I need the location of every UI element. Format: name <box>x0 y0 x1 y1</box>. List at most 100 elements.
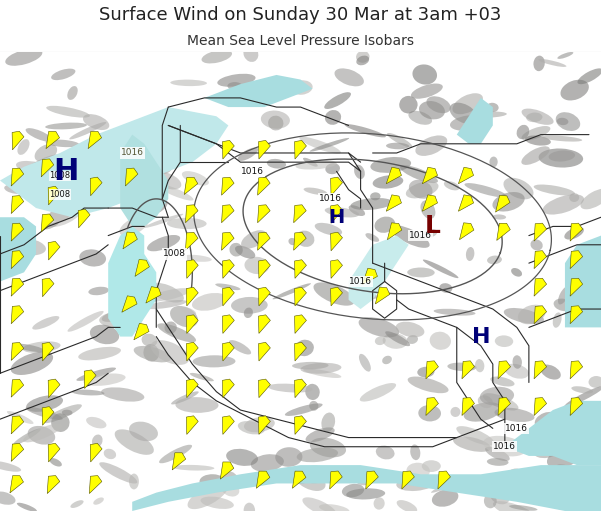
Ellipse shape <box>399 96 418 113</box>
Text: H: H <box>472 327 490 346</box>
Ellipse shape <box>407 267 435 277</box>
Ellipse shape <box>130 135 155 148</box>
Ellipse shape <box>557 52 573 59</box>
Ellipse shape <box>535 412 558 429</box>
Polygon shape <box>570 398 583 415</box>
Polygon shape <box>258 287 270 306</box>
Ellipse shape <box>444 181 460 191</box>
Ellipse shape <box>201 50 232 63</box>
Ellipse shape <box>385 331 410 346</box>
Ellipse shape <box>483 436 526 456</box>
Ellipse shape <box>400 166 438 183</box>
Polygon shape <box>349 236 409 309</box>
Ellipse shape <box>122 283 148 301</box>
Ellipse shape <box>120 215 149 236</box>
Polygon shape <box>108 226 156 337</box>
Ellipse shape <box>172 465 215 471</box>
Ellipse shape <box>243 503 255 511</box>
Ellipse shape <box>5 49 42 66</box>
Ellipse shape <box>517 125 529 139</box>
Ellipse shape <box>525 135 551 146</box>
Ellipse shape <box>410 445 420 460</box>
Polygon shape <box>294 233 307 250</box>
Ellipse shape <box>359 354 371 371</box>
Ellipse shape <box>70 500 84 508</box>
Polygon shape <box>497 223 510 241</box>
Ellipse shape <box>504 308 544 324</box>
Ellipse shape <box>573 258 583 277</box>
Polygon shape <box>48 379 60 398</box>
Ellipse shape <box>237 148 258 161</box>
Ellipse shape <box>28 182 38 189</box>
Ellipse shape <box>374 217 395 233</box>
Polygon shape <box>462 361 475 379</box>
Polygon shape <box>90 476 102 494</box>
Ellipse shape <box>335 68 364 86</box>
Text: H: H <box>328 208 345 227</box>
Ellipse shape <box>76 367 116 381</box>
Ellipse shape <box>79 249 106 267</box>
Ellipse shape <box>490 489 510 504</box>
Ellipse shape <box>419 101 445 120</box>
Ellipse shape <box>230 243 243 257</box>
Ellipse shape <box>293 468 326 491</box>
Ellipse shape <box>215 284 240 290</box>
Polygon shape <box>11 342 24 360</box>
Ellipse shape <box>490 377 514 386</box>
Ellipse shape <box>175 397 219 413</box>
Polygon shape <box>11 379 24 397</box>
Ellipse shape <box>188 483 228 509</box>
Ellipse shape <box>309 401 319 411</box>
Polygon shape <box>11 168 24 186</box>
Ellipse shape <box>538 59 566 67</box>
Polygon shape <box>48 444 60 462</box>
Polygon shape <box>41 214 54 232</box>
Ellipse shape <box>26 407 63 420</box>
Ellipse shape <box>8 238 46 256</box>
Polygon shape <box>186 416 198 434</box>
Ellipse shape <box>504 178 534 199</box>
Text: L: L <box>425 215 441 239</box>
Ellipse shape <box>112 280 134 292</box>
Ellipse shape <box>226 449 258 466</box>
Ellipse shape <box>415 135 447 156</box>
Ellipse shape <box>288 238 296 245</box>
Ellipse shape <box>67 86 78 100</box>
Ellipse shape <box>51 205 73 212</box>
Ellipse shape <box>182 255 212 262</box>
Ellipse shape <box>451 407 460 417</box>
Polygon shape <box>570 306 583 324</box>
Polygon shape <box>331 205 343 223</box>
Ellipse shape <box>72 389 105 396</box>
Ellipse shape <box>396 476 435 491</box>
Ellipse shape <box>418 405 441 422</box>
Ellipse shape <box>487 458 508 466</box>
Ellipse shape <box>23 424 62 443</box>
Ellipse shape <box>484 494 496 508</box>
Ellipse shape <box>227 82 242 90</box>
Polygon shape <box>135 260 150 276</box>
Ellipse shape <box>186 145 201 156</box>
Ellipse shape <box>49 458 62 467</box>
Ellipse shape <box>102 309 131 322</box>
Ellipse shape <box>354 165 365 179</box>
Ellipse shape <box>0 461 21 472</box>
Polygon shape <box>42 407 54 425</box>
Ellipse shape <box>218 74 255 87</box>
Ellipse shape <box>355 471 374 485</box>
Ellipse shape <box>99 462 137 483</box>
Ellipse shape <box>356 51 370 63</box>
Polygon shape <box>498 361 511 379</box>
Ellipse shape <box>478 396 493 408</box>
Ellipse shape <box>485 447 510 461</box>
Polygon shape <box>457 98 493 144</box>
Polygon shape <box>534 361 547 379</box>
Polygon shape <box>258 315 270 334</box>
Polygon shape <box>402 471 415 489</box>
Polygon shape <box>11 278 24 296</box>
Ellipse shape <box>578 68 601 84</box>
Ellipse shape <box>219 472 238 490</box>
Polygon shape <box>11 306 24 324</box>
Ellipse shape <box>349 205 365 216</box>
Polygon shape <box>46 131 59 149</box>
